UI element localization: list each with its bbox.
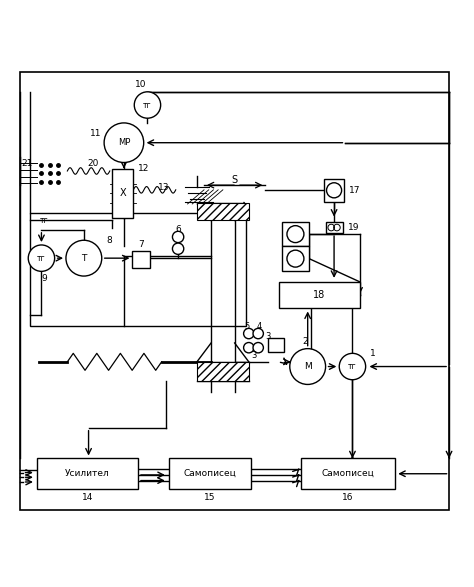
- Text: 1: 1: [370, 349, 376, 358]
- Bar: [282, 222, 309, 247]
- Text: тг: тг: [143, 100, 152, 110]
- Text: 6: 6: [175, 225, 181, 234]
- Text: МР: МР: [118, 138, 130, 147]
- Text: 19: 19: [348, 223, 360, 232]
- Bar: [197, 362, 249, 381]
- Circle shape: [339, 353, 365, 380]
- Text: 5: 5: [245, 322, 250, 331]
- Bar: [169, 458, 251, 489]
- Text: 18: 18: [313, 289, 326, 300]
- Circle shape: [327, 183, 342, 198]
- Text: 20: 20: [88, 160, 99, 168]
- Text: 11: 11: [90, 129, 101, 138]
- Circle shape: [66, 240, 102, 276]
- Bar: [36, 458, 138, 489]
- Text: Т: Т: [81, 254, 87, 262]
- Text: 10: 10: [135, 80, 146, 89]
- Circle shape: [173, 243, 184, 254]
- Circle shape: [253, 342, 264, 353]
- Text: 3: 3: [251, 351, 256, 360]
- Text: Самописец: Самописец: [183, 469, 236, 478]
- Text: 17: 17: [349, 186, 360, 195]
- Bar: [30, 214, 246, 326]
- Bar: [268, 338, 284, 352]
- Text: М: М: [304, 362, 311, 371]
- Text: X: X: [119, 188, 126, 198]
- Bar: [324, 179, 344, 201]
- Text: 4: 4: [256, 322, 262, 331]
- Text: 3: 3: [265, 332, 270, 342]
- Text: 14: 14: [82, 493, 93, 502]
- Circle shape: [253, 328, 264, 339]
- Bar: [326, 222, 343, 233]
- Text: тг: тг: [348, 362, 357, 371]
- Bar: [282, 247, 309, 271]
- Circle shape: [287, 225, 304, 242]
- Text: 12: 12: [138, 164, 149, 173]
- Circle shape: [28, 245, 55, 271]
- Text: Самописец: Самописец: [321, 469, 374, 478]
- Circle shape: [134, 92, 161, 118]
- Text: тг: тг: [39, 216, 48, 225]
- Circle shape: [290, 349, 326, 384]
- Circle shape: [244, 342, 254, 353]
- Text: 16: 16: [342, 493, 354, 502]
- Circle shape: [173, 231, 184, 242]
- Text: 13: 13: [158, 183, 170, 192]
- Circle shape: [244, 328, 254, 339]
- Bar: [197, 203, 249, 221]
- Text: 9: 9: [41, 274, 46, 283]
- Circle shape: [287, 250, 304, 267]
- Bar: [132, 251, 150, 268]
- Text: 15: 15: [204, 493, 216, 502]
- Text: 21: 21: [22, 160, 33, 168]
- Text: 8: 8: [107, 236, 112, 245]
- Bar: [112, 168, 133, 218]
- Bar: [301, 458, 395, 489]
- Bar: [279, 282, 359, 308]
- Circle shape: [104, 123, 144, 163]
- Text: тг: тг: [37, 254, 46, 262]
- Text: S: S: [232, 175, 237, 185]
- Text: Усилител: Усилител: [65, 469, 110, 478]
- Text: 7: 7: [138, 239, 144, 248]
- Text: 2: 2: [302, 337, 308, 346]
